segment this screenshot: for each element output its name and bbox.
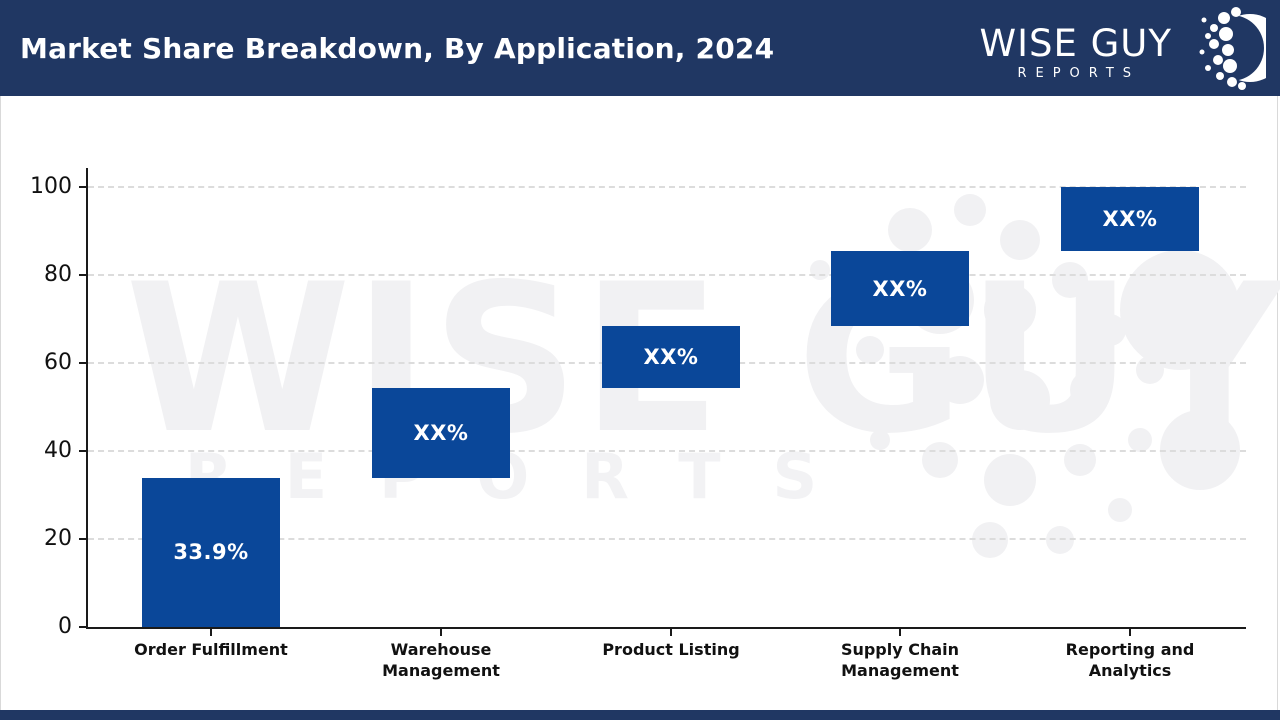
gridline [88,273,1246,276]
y-tick-label: 100 [30,173,72,199]
x-category-label-line: Analytics [1088,661,1172,680]
y-tick-mark [79,185,88,188]
x-category-label: Reporting and Analytics [1015,639,1245,681]
x-tick-mark [440,629,442,636]
x-category-label: Product Listing [556,639,786,660]
x-category-label: Supply Chain Management [785,639,1015,681]
x-category-label: Warehouse Management [326,639,556,681]
y-tick-mark [79,273,88,276]
bar-value-label: XX% [1102,206,1158,231]
dotted-face-icon [1174,6,1266,98]
page-title: Market Share Breakdown, By Application, … [20,31,775,65]
gridline [88,537,1246,540]
x-category-label-line: Management [382,661,500,680]
bar: XX% [1061,186,1199,252]
gridline [88,185,1246,188]
x-category-label: Order Fulfillment [96,639,326,660]
x-category-label-line: Order Fulfillment [134,640,288,659]
bar: XX% [372,388,510,478]
footer-bar [0,710,1280,720]
x-tick-mark [899,629,901,636]
bar: XX% [831,251,969,327]
wise-guy-logo: WISE GUY REPORTS [980,6,1266,98]
y-tick-label: 80 [44,261,72,287]
watermark-dotted-face [760,150,1280,584]
y-tick-mark [79,449,88,452]
x-tick-mark [1129,629,1131,636]
x-axis-line [86,627,1246,629]
x-category-label-line: Product Listing [602,640,740,659]
y-tick-mark [79,361,88,364]
bar: XX% [602,326,740,389]
logo-wordmark: WISE GUY [979,21,1172,65]
y-tick-mark [79,626,88,628]
x-category-label-line: Supply Chain [840,640,960,659]
header-bar: Market Share Breakdown, By Application, … [0,0,1280,96]
bar: 33.9% [142,477,280,627]
y-tick-label: 0 [58,614,72,639]
bar-value-label: 33.9% [173,540,249,565]
logo-text: WISE GUY REPORTS [979,21,1172,81]
bar-value-label: XX% [872,276,928,301]
gridline [88,449,1246,452]
x-tick-mark [670,629,672,636]
y-tick-label: 40 [44,437,72,463]
y-axis-line [86,168,88,629]
y-tick-mark [79,537,88,540]
logo-subtitle: REPORTS [1017,65,1141,81]
bar-value-label: XX% [643,345,699,370]
bar-value-label: XX% [413,420,469,445]
x-category-label-line: Warehouse [390,640,492,659]
x-category-label-line: Management [841,661,959,680]
x-category-label-line: Reporting and [1065,640,1195,659]
y-tick-label: 60 [44,349,72,375]
x-tick-mark [210,629,212,636]
y-tick-label: 20 [44,525,72,551]
